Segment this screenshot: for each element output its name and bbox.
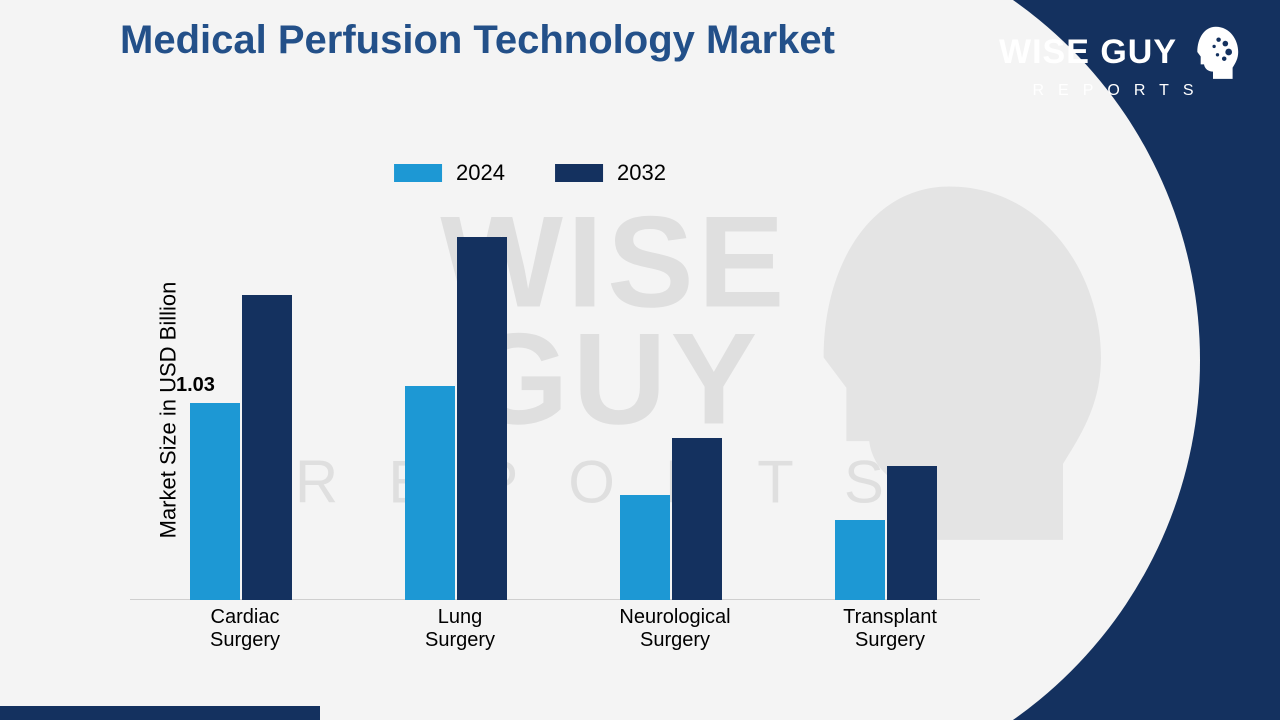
category-label: NeurologicalSurgery (600, 606, 750, 652)
bar-series-a (620, 495, 670, 600)
bar-series-b (242, 295, 292, 600)
bar-series-a (405, 386, 455, 600)
chart-stage: WISE GUY REPORTS Medical Perfusion Techn… (0, 0, 1280, 720)
logo-brand-text: WISE GUY (999, 33, 1177, 72)
bar-group: 1.03CardiacSurgery (170, 180, 320, 600)
bar-series-b (457, 237, 507, 600)
bar-group: NeurologicalSurgery (600, 180, 750, 600)
logo-head-icon (1185, 24, 1241, 80)
brand-logo: WISE GUY REPORTS (990, 24, 1250, 100)
bar-group: LungSurgery (385, 180, 535, 600)
category-label: TransplantSurgery (815, 606, 965, 652)
bar-series-b (672, 438, 722, 600)
brand-panel (960, 0, 1280, 720)
category-label: LungSurgery (385, 606, 535, 652)
bar-chart: Market Size in USD Billion 2024 2032 1.0… (80, 180, 980, 640)
chart-title: Medical Perfusion Technology Market (120, 18, 835, 63)
bar-series-a (190, 403, 240, 600)
plot-area: 1.03CardiacSurgery LungSurgery Neurologica… (130, 180, 980, 600)
logo-sub-text: REPORTS (990, 82, 1250, 100)
bar-group: TransplantSurgery (815, 180, 965, 600)
bar-series-a (835, 520, 885, 600)
bar-value-label: 1.03 (176, 374, 215, 397)
bottom-accent-bar (0, 706, 320, 720)
category-label: CardiacSurgery (170, 606, 320, 652)
bar-series-b (887, 466, 937, 600)
